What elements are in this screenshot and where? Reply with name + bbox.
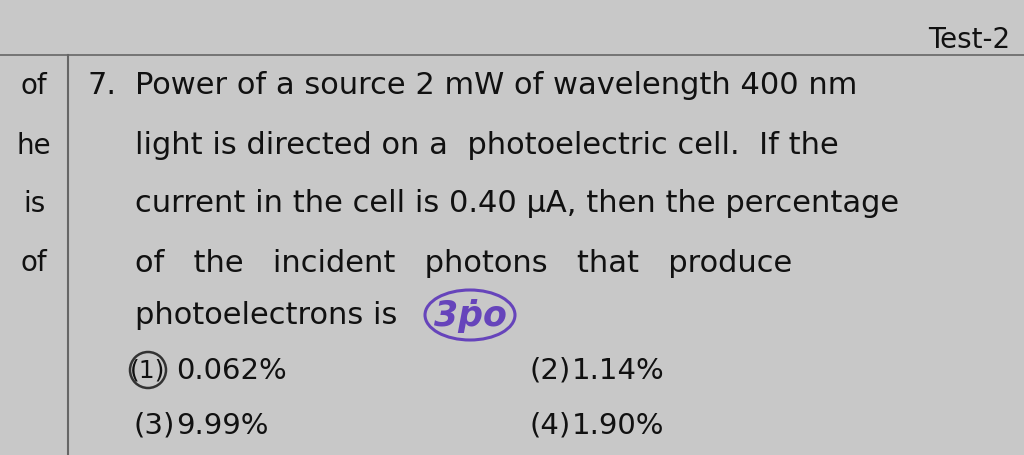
- Text: of: of: [20, 72, 47, 100]
- Text: 0.062%: 0.062%: [176, 356, 287, 384]
- Text: (3): (3): [134, 411, 175, 439]
- Text: 7.: 7.: [88, 71, 117, 100]
- Text: of   the   incident   photons   that   produce: of the incident photons that produce: [135, 248, 793, 277]
- Text: of: of: [20, 248, 47, 276]
- Text: (1): (1): [130, 358, 166, 382]
- Text: current in the cell is 0.40 μA, then the percentage: current in the cell is 0.40 μA, then the…: [135, 189, 899, 218]
- Text: 1.90%: 1.90%: [572, 411, 665, 439]
- Text: he: he: [16, 131, 51, 160]
- Text: photoelectrons is: photoelectrons is: [135, 301, 397, 330]
- Text: (4): (4): [530, 411, 571, 439]
- Text: Power of a source 2 mW of wavelength 400 nm: Power of a source 2 mW of wavelength 400…: [135, 71, 857, 100]
- Text: 1.14%: 1.14%: [572, 356, 665, 384]
- Text: is: is: [23, 190, 45, 217]
- Text: (2): (2): [530, 356, 571, 384]
- Text: Test-2: Test-2: [928, 26, 1010, 54]
- Text: light is directed on a  photoelectric cell.  If the: light is directed on a photoelectric cel…: [135, 131, 839, 160]
- Text: 9.99%: 9.99%: [176, 411, 268, 439]
- Text: 3ṗo: 3ṗo: [433, 298, 507, 332]
